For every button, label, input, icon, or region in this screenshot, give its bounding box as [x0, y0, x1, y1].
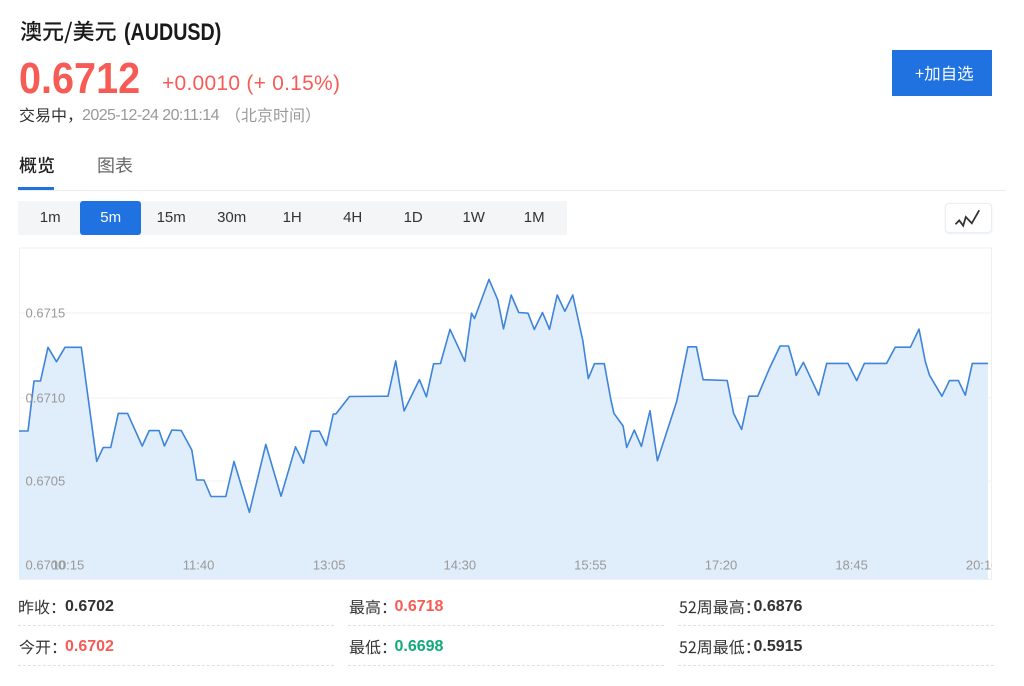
svg-text:14:30: 14:30	[444, 558, 477, 573]
svg-text:0.6715: 0.6715	[26, 306, 66, 321]
svg-text:0.6700: 0.6700	[26, 558, 66, 573]
svg-text:0.6705: 0.6705	[26, 474, 66, 489]
svg-text:0.6710: 0.6710	[26, 391, 66, 406]
svg-text:17:20: 17:20	[705, 558, 738, 573]
svg-text:13:05: 13:05	[313, 558, 346, 573]
svg-text:11:40: 11:40	[183, 558, 215, 573]
svg-text:20:10: 20:10	[966, 558, 992, 573]
svg-text:15:55: 15:55	[574, 558, 607, 573]
svg-text:10:15: 10:15	[52, 558, 85, 573]
svg-text:18:45: 18:45	[835, 558, 868, 573]
